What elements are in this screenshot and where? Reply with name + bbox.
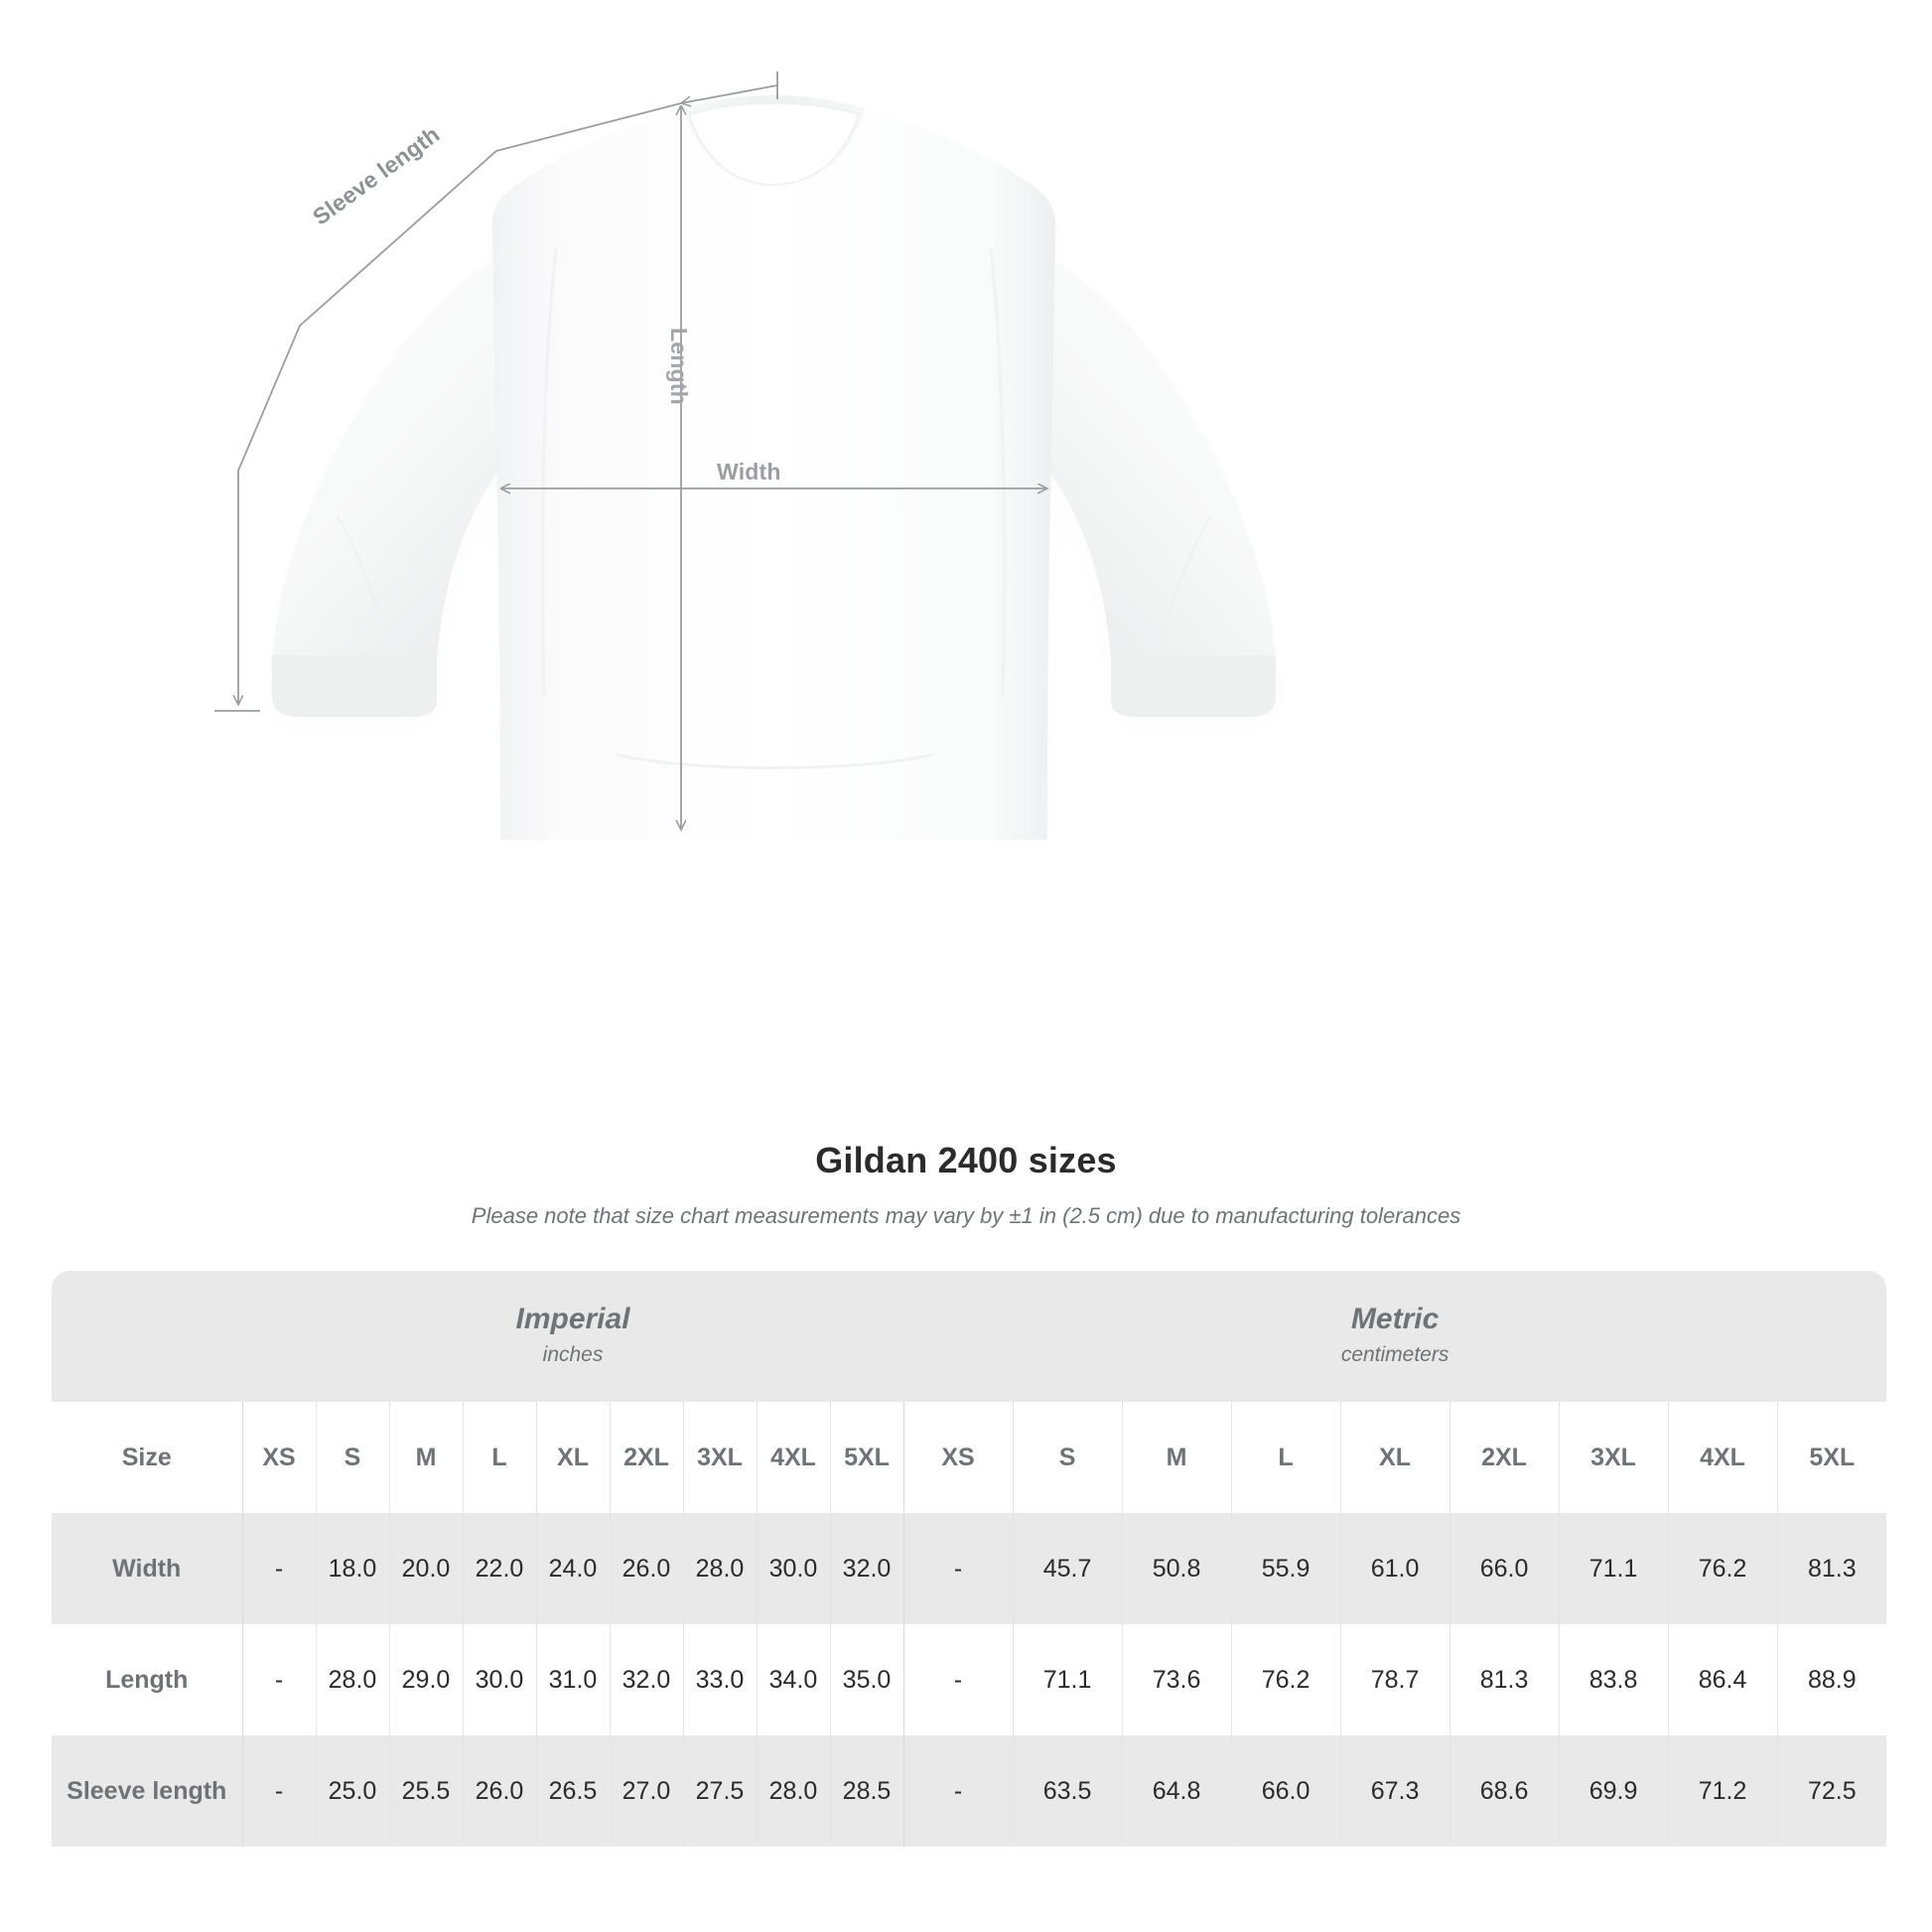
width-metric-s: 45.7	[1012, 1513, 1123, 1624]
tolerance-note: Please note that size chart measurements…	[471, 1203, 1461, 1228]
sleeve-metric-3xl: 69.9	[1558, 1735, 1669, 1847]
length-metric-xs: -	[902, 1624, 1014, 1735]
unit-header-spacer	[52, 1271, 242, 1402]
size-table: Imperial inches Metric centimeters Size …	[52, 1271, 1887, 1847]
sleeve-imperial-s: 25.0	[315, 1735, 389, 1847]
sleeve-imperial-3xl: 27.5	[682, 1735, 757, 1847]
sleeve-imperial-5xl: 28.5	[829, 1735, 904, 1847]
size-header-imperial-3xl: 3XL	[682, 1402, 757, 1513]
length-imperial-5xl: 35.0	[829, 1624, 904, 1735]
sleeve-imperial-m: 25.5	[388, 1735, 463, 1847]
width-metric-5xl: 81.3	[1776, 1513, 1887, 1624]
sleeve-metric-4xl: 71.2	[1667, 1735, 1778, 1847]
sleeve-metric-xs: -	[902, 1735, 1014, 1847]
width-metric-xl: 61.0	[1339, 1513, 1450, 1624]
sleeve-metric-l: 66.0	[1230, 1735, 1341, 1847]
length-imperial-xl: 31.0	[535, 1624, 610, 1735]
measurement-lines	[214, 71, 1932, 1112]
sleeve-metric-s: 63.5	[1012, 1735, 1123, 1847]
table-row: Length - 28.0 29.0 30.0 31.0 32.0 33.0 3…	[52, 1624, 1887, 1735]
size-header-imperial-xl: XL	[535, 1402, 610, 1513]
length-imperial-2xl: 32.0	[609, 1624, 683, 1735]
unit-metric-sub: centimeters	[1340, 1342, 1449, 1366]
size-header-imperial-2xl: 2XL	[609, 1402, 683, 1513]
size-header-row: Size XS S M L XL 2XL 3XL 4XL 5XL XS S M …	[52, 1402, 1887, 1513]
size-header-metric-s: S	[1012, 1402, 1123, 1513]
length-metric-m: 73.6	[1121, 1624, 1232, 1735]
size-table-container: Imperial inches Metric centimeters Size …	[52, 1271, 1887, 1847]
sleeve-metric-xl: 67.3	[1339, 1735, 1450, 1847]
size-header-metric-2xl: 2XL	[1449, 1402, 1560, 1513]
size-header-metric-m: M	[1121, 1402, 1232, 1513]
width-imperial-l: 22.0	[462, 1513, 536, 1624]
size-row-label: Size	[52, 1402, 242, 1513]
width-imperial-m: 20.0	[388, 1513, 463, 1624]
size-header-metric-l: L	[1230, 1402, 1341, 1513]
width-imperial-2xl: 26.0	[609, 1513, 683, 1624]
width-imperial-5xl: 32.0	[829, 1513, 904, 1624]
length-imperial-xs: -	[241, 1624, 316, 1735]
sleeve-imperial-2xl: 27.0	[609, 1735, 683, 1847]
size-header-metric-4xl: 4XL	[1667, 1402, 1778, 1513]
title-block: Gildan 2400 sizes Please note that size …	[0, 1140, 1932, 1229]
width-metric-3xl: 71.1	[1558, 1513, 1669, 1624]
width-metric-2xl: 66.0	[1449, 1513, 1560, 1624]
unit-metric-name: Metric	[1350, 1303, 1440, 1336]
table-row: Sleeve length - 25.0 25.5 26.0 26.5 27.0…	[52, 1735, 1887, 1847]
width-metric-m: 50.8	[1121, 1513, 1232, 1624]
width-metric-4xl: 76.2	[1667, 1513, 1778, 1624]
length-metric-2xl: 81.3	[1449, 1624, 1560, 1735]
table-row: Width - 18.0 20.0 22.0 24.0 26.0 28.0 30…	[52, 1513, 1887, 1624]
size-header-imperial-5xl: 5XL	[829, 1402, 904, 1513]
size-header-metric-5xl: 5XL	[1776, 1402, 1887, 1513]
width-label: Width	[717, 459, 781, 484]
width-metric-xs: -	[902, 1513, 1014, 1624]
sleeve-imperial-xs: -	[241, 1735, 316, 1847]
row-label-length: Length	[52, 1624, 242, 1735]
unit-imperial-sub: inches	[542, 1342, 604, 1366]
length-imperial-3xl: 33.0	[682, 1624, 757, 1735]
length-metric-3xl: 83.8	[1558, 1624, 1669, 1735]
length-metric-4xl: 86.4	[1667, 1624, 1778, 1735]
width-imperial-xs: -	[241, 1513, 316, 1624]
row-label-sleeve-length: Sleeve length	[52, 1735, 242, 1847]
garment-diagram: Sleeve length Length Width	[214, 71, 1932, 1112]
width-imperial-4xl: 30.0	[756, 1513, 830, 1624]
sleeve-imperial-4xl: 28.0	[756, 1735, 830, 1847]
sleeve-imperial-l: 26.0	[462, 1735, 536, 1847]
size-header-imperial-m: M	[388, 1402, 463, 1513]
length-imperial-s: 28.0	[315, 1624, 389, 1735]
size-header-imperial-xs: XS	[241, 1402, 316, 1513]
width-metric-l: 55.9	[1230, 1513, 1341, 1624]
sleeve-metric-2xl: 68.6	[1449, 1735, 1560, 1847]
page-title: Gildan 2400 sizes	[815, 1140, 1117, 1180]
size-header-metric-xl: XL	[1339, 1402, 1450, 1513]
sleeve-imperial-xl: 26.5	[535, 1735, 610, 1847]
long-sleeve-tshirt-illustration	[271, 95, 1277, 840]
length-metric-xl: 78.7	[1339, 1624, 1450, 1735]
unit-header-imperial: Imperial inches	[242, 1271, 904, 1402]
size-header-metric-xs: XS	[902, 1402, 1014, 1513]
row-label-width: Width	[52, 1513, 242, 1624]
length-label: Length	[666, 328, 692, 405]
length-metric-l: 76.2	[1230, 1624, 1341, 1735]
width-imperial-xl: 24.0	[535, 1513, 610, 1624]
size-header-imperial-s: S	[315, 1402, 389, 1513]
size-header-metric-3xl: 3XL	[1558, 1402, 1669, 1513]
sleeve-metric-5xl: 72.5	[1776, 1735, 1887, 1847]
unit-header-row: Imperial inches Metric centimeters	[52, 1271, 1887, 1402]
unit-imperial-name: Imperial	[515, 1303, 630, 1336]
width-imperial-3xl: 28.0	[682, 1513, 757, 1624]
length-metric-5xl: 88.9	[1776, 1624, 1887, 1735]
width-imperial-s: 18.0	[315, 1513, 389, 1624]
size-header-imperial-l: L	[462, 1402, 536, 1513]
length-imperial-m: 29.0	[388, 1624, 463, 1735]
length-metric-s: 71.1	[1012, 1624, 1123, 1735]
length-imperial-4xl: 34.0	[756, 1624, 830, 1735]
length-imperial-l: 30.0	[462, 1624, 536, 1735]
sleeve-metric-m: 64.8	[1121, 1735, 1232, 1847]
unit-header-metric: Metric centimeters	[903, 1271, 1887, 1402]
size-header-imperial-4xl: 4XL	[756, 1402, 830, 1513]
